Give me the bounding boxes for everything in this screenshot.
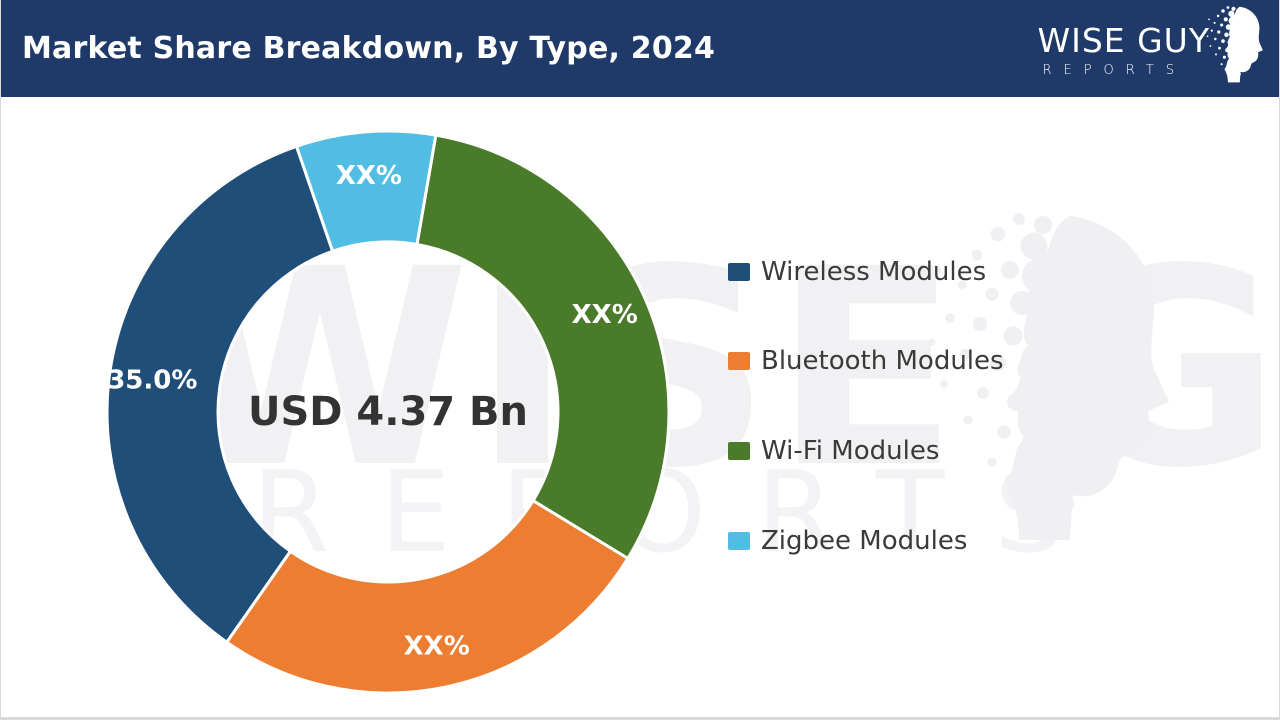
legend-item-wi-fi-modules: Wi-Fi Modules <box>728 436 939 466</box>
face-dot <box>1001 261 1019 279</box>
face-dot <box>1231 47 1239 55</box>
face-dot <box>963 415 973 425</box>
face-dot <box>957 280 967 290</box>
face-dot <box>1032 388 1066 422</box>
legend-item-wireless-modules: Wireless Modules <box>728 257 986 287</box>
face-dot <box>977 387 989 399</box>
slice-zigbee-modules <box>295 129 438 253</box>
face-dot <box>1028 321 1064 357</box>
slice-wireless-modules <box>105 144 335 644</box>
header-bar: Market Share Breakdown, By Type, 2024 WI… <box>0 0 1280 97</box>
legend-swatch-zigbee-modules <box>728 532 750 550</box>
face-dot <box>1226 65 1231 69</box>
face-dot <box>1022 258 1058 294</box>
legend-label: Bluetooth Modules <box>761 346 1004 376</box>
face-dot <box>1208 18 1210 21</box>
face-dot <box>1230 31 1239 40</box>
face-dot <box>1007 393 1025 411</box>
face-dot <box>1216 14 1220 18</box>
face-dot <box>928 338 936 346</box>
face-dot <box>1227 39 1234 46</box>
legend-item-zigbee-modules: Zigbee Modules <box>728 526 967 556</box>
face-dot <box>990 355 1006 371</box>
face-dot <box>1059 496 1075 512</box>
logo-text: WISE GUY REPORTS <box>1037 21 1210 78</box>
face-dot <box>1022 429 1046 453</box>
face-dot <box>1034 216 1052 234</box>
center-value-label: USD 4.37 Bn <box>248 389 528 435</box>
slice-wi-fi-modules <box>415 133 671 560</box>
face-dot <box>940 380 948 388</box>
face-dot <box>987 457 997 467</box>
face-dot <box>1228 56 1235 62</box>
face-dot <box>1225 48 1230 53</box>
face-dot <box>1014 466 1030 482</box>
face-dot <box>1237 72 1241 76</box>
legend-label: Zigbee Modules <box>761 526 968 556</box>
face-dot <box>1225 24 1232 30</box>
slice-value-label-bluetooth-modules: XX% <box>404 631 470 661</box>
face-dot <box>1017 355 1045 383</box>
face-dot <box>1013 213 1025 225</box>
face-dot <box>1209 45 1212 47</box>
legend-item-bluetooth-modules: Bluetooth Modules <box>728 346 1004 376</box>
face-dot <box>971 249 983 261</box>
face-dot <box>1228 10 1235 17</box>
face-dot <box>1218 46 1221 50</box>
legend-swatch-bluetooth-modules <box>728 352 750 370</box>
face-dot <box>1226 6 1230 9</box>
face-dot <box>934 266 942 274</box>
face-dot <box>1206 35 1209 38</box>
face-dot <box>1231 6 1236 11</box>
face-profile-shape <box>1224 6 1263 83</box>
logo-face-icon <box>1206 6 1263 83</box>
face-dot <box>972 316 988 332</box>
face-profile-shape <box>1004 216 1169 540</box>
face-dot <box>1210 29 1213 32</box>
face-dot <box>1222 55 1226 59</box>
legend-swatch-wi-fi-modules <box>728 442 750 460</box>
face-dot <box>985 287 999 301</box>
legend-label: Wireless Modules <box>761 257 987 287</box>
face-dot <box>1232 65 1238 71</box>
slice-bluetooth-modules <box>225 499 630 695</box>
face-dot <box>959 348 971 360</box>
face-dot <box>945 313 955 323</box>
watermark-face-icon <box>928 213 1169 540</box>
logo-subtext: REPORTS <box>1042 62 1187 78</box>
page-title: Market Share Breakdown, By Type, 2024 <box>22 31 716 66</box>
face-dot <box>1214 37 1217 41</box>
face-dot <box>1020 232 1048 260</box>
face-dot <box>1038 469 1060 491</box>
legend-label: Wi-Fi Modules <box>761 436 940 466</box>
face-dot <box>1010 291 1034 315</box>
face-dot <box>1220 63 1223 66</box>
legend-swatch-wireless-modules <box>728 263 750 281</box>
wise-guy-reports-logo: WISE GUY REPORTS <box>1037 4 1266 88</box>
face-dot <box>1221 9 1225 13</box>
slice-value-label-wireless-modules: 35.0% <box>107 365 197 395</box>
slice-value-label-zigbee-modules: XX% <box>336 161 402 191</box>
face-dot <box>1217 30 1221 34</box>
face-dot <box>997 425 1011 439</box>
face-dot <box>990 226 1006 242</box>
face-dot <box>1003 326 1023 346</box>
logo-wordmark: WISE GUY <box>1037 20 1210 60</box>
slice-value-label-wi-fi-modules: XX% <box>572 300 638 330</box>
face-dot <box>1228 16 1237 25</box>
face-dot <box>1213 21 1216 24</box>
face-dot <box>1214 53 1218 56</box>
face-dot <box>1220 23 1224 27</box>
face-dot <box>1223 17 1228 22</box>
face-dot <box>1224 32 1229 38</box>
face-dot <box>1221 39 1225 43</box>
